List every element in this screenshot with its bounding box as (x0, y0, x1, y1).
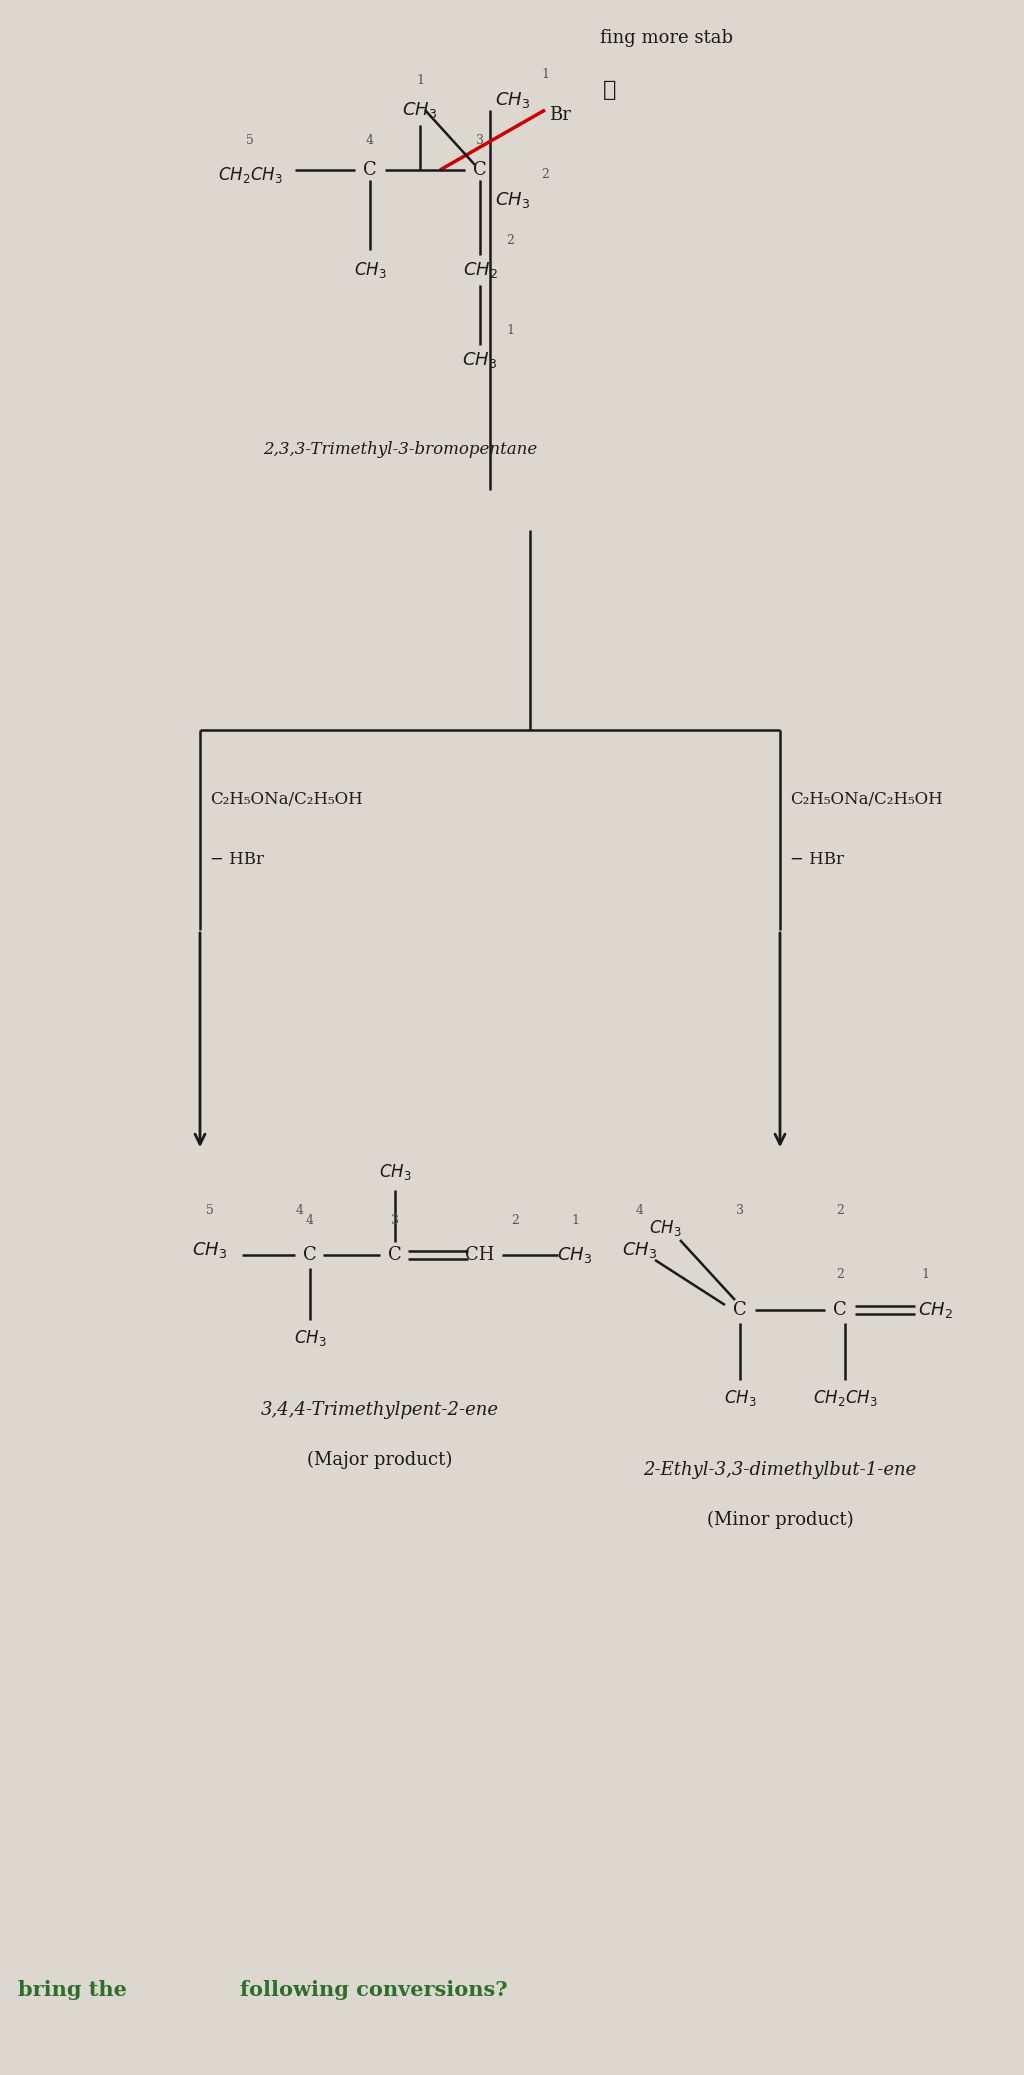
Text: 4: 4 (636, 1204, 644, 1216)
Text: 1: 1 (921, 1268, 929, 1282)
Text: (Minor product): (Minor product) (707, 1511, 853, 1529)
Text: fing more stab: fing more stab (600, 29, 733, 48)
Text: 2-Ethyl-3,3-dimethylbut-1-ene: 2-Ethyl-3,3-dimethylbut-1-ene (643, 1461, 916, 1479)
Text: $CH_3$: $CH_3$ (353, 259, 386, 280)
Text: 3,4,4-Trimethylpent-2-ene: 3,4,4-Trimethylpent-2-ene (261, 1401, 499, 1419)
Text: 1: 1 (416, 73, 424, 87)
Text: $CH_3$: $CH_3$ (648, 1218, 681, 1239)
Text: C₂H₅ONa/C₂H₅OH: C₂H₅ONa/C₂H₅OH (790, 791, 943, 809)
Text: $CH_2$: $CH_2$ (463, 259, 498, 280)
Text: $CH_3$: $CH_3$ (193, 1241, 227, 1260)
Text: 4: 4 (366, 133, 374, 147)
Text: $CH_2CH_3$: $CH_2CH_3$ (218, 166, 283, 185)
Text: C: C (473, 162, 486, 178)
Text: − HBr: − HBr (790, 851, 844, 869)
Text: Br: Br (549, 106, 571, 124)
Text: (Major product): (Major product) (307, 1450, 453, 1469)
Text: 2: 2 (836, 1268, 844, 1282)
Text: 1: 1 (541, 68, 549, 81)
Text: 1: 1 (571, 1214, 579, 1226)
Text: C: C (388, 1245, 401, 1264)
Text: C: C (364, 162, 377, 178)
Text: $CH_3$: $CH_3$ (294, 1328, 327, 1349)
Text: $CH_3$: $CH_3$ (495, 191, 530, 210)
Text: ✓: ✓ (603, 79, 616, 102)
Text: following conversions?: following conversions? (240, 1980, 508, 2000)
Text: $CH_2CH_3$: $CH_2CH_3$ (813, 1388, 878, 1409)
Text: C₂H₅ONa/C₂H₅OH: C₂H₅ONa/C₂H₅OH (210, 791, 362, 809)
Text: $CH_3$: $CH_3$ (379, 1162, 412, 1183)
Text: 2: 2 (511, 1214, 519, 1226)
Text: $CH_3$: $CH_3$ (557, 1245, 593, 1266)
Text: $CH_3$: $CH_3$ (495, 89, 530, 110)
Text: $CH_2$: $CH_2$ (918, 1301, 952, 1320)
Text: − HBr: − HBr (210, 851, 264, 869)
Text: CH: CH (465, 1245, 495, 1264)
Text: C: C (733, 1301, 746, 1320)
Text: 4: 4 (306, 1214, 314, 1226)
Text: 2: 2 (836, 1204, 844, 1216)
Text: 5: 5 (246, 133, 254, 147)
Text: $CH_3$: $CH_3$ (463, 351, 498, 369)
Text: $CH_3$: $CH_3$ (623, 1241, 657, 1260)
Text: $CH_3$: $CH_3$ (402, 100, 437, 120)
Text: 5: 5 (206, 1204, 214, 1216)
Text: 2: 2 (506, 234, 514, 247)
Text: 4: 4 (296, 1204, 304, 1216)
Text: 2: 2 (541, 168, 549, 181)
Text: 3: 3 (391, 1214, 399, 1226)
Text: C: C (834, 1301, 847, 1320)
Text: 3: 3 (736, 1204, 744, 1216)
Text: C: C (303, 1245, 316, 1264)
Text: 2,3,3-Trimethyl-3-bromopentane: 2,3,3-Trimethyl-3-bromopentane (263, 442, 538, 459)
Text: 1: 1 (506, 324, 514, 336)
Text: bring the: bring the (18, 1980, 127, 2000)
Text: 3: 3 (476, 133, 484, 147)
Text: $CH_3$: $CH_3$ (724, 1388, 757, 1409)
